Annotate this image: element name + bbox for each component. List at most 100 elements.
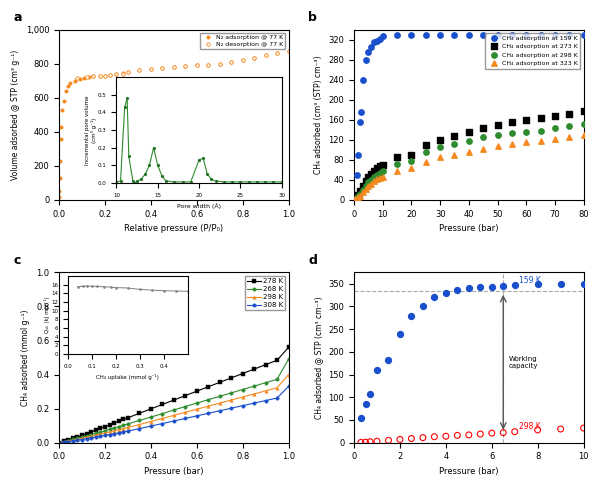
- 278 K: [147, 406, 154, 412]
- 298 K: [92, 432, 100, 438]
- 298 K: [136, 422, 143, 428]
- Y-axis label: CH₄ adsorbed @ STP (cm³ cm⁻³): CH₄ adsorbed @ STP (cm³ cm⁻³): [314, 296, 323, 419]
- X-axis label: Pressure (bar): Pressure (bar): [439, 467, 499, 476]
- CH₄ adsorption at 273 K: [392, 153, 402, 161]
- 268 K: [136, 417, 143, 423]
- 268 K: [124, 421, 131, 427]
- Text: c: c: [13, 254, 20, 267]
- CH₄ adsorption at 298 K: [449, 140, 459, 148]
- Point: [361, 438, 370, 446]
- 298 K: [170, 412, 178, 418]
- CH₄ adsorption at 298 K: [407, 157, 416, 165]
- CH₄ adsorption at 159 K: [361, 56, 370, 64]
- Point: [499, 282, 508, 290]
- N₂ adsorption @ 77 K: [76, 76, 83, 82]
- 308 K: [136, 426, 143, 431]
- 268 K: [115, 424, 122, 430]
- CH₄ adsorption at 298 K: [353, 192, 363, 200]
- CH₄ adsorption at 323 K: [364, 182, 373, 190]
- Text: 159 K: 159 K: [520, 276, 541, 285]
- 268 K: [216, 393, 223, 399]
- Point: [356, 414, 366, 422]
- 278 K: [251, 366, 258, 372]
- 278 K: [182, 393, 189, 398]
- 278 K: [101, 424, 109, 430]
- Legend: CH₄ adsorption at 159 K, CH₄ adsorption at 273 K, CH₄ adsorption at 298 K, CH₄ a: CH₄ adsorption at 159 K, CH₄ adsorption …: [485, 33, 580, 69]
- Point: [372, 366, 382, 374]
- CH₄ adsorption at 323 K: [353, 193, 363, 201]
- 308 K: [115, 430, 122, 436]
- CH₄ adsorption at 273 K: [353, 191, 363, 199]
- N₂ adsorption @ 77 K: [59, 107, 66, 112]
- 268 K: [55, 440, 62, 446]
- CH₄ adsorption at 298 K: [464, 137, 473, 145]
- Text: d: d: [308, 254, 317, 267]
- 308 K: [285, 384, 292, 390]
- CH₄ adsorption at 273 K: [361, 177, 370, 185]
- CH₄ adsorption at 159 K: [370, 38, 379, 46]
- 298 K: [159, 415, 166, 421]
- 278 K: [262, 362, 269, 368]
- N₂ desorption @ 77 K: [124, 69, 131, 75]
- 278 K: [274, 357, 281, 363]
- 268 K: [79, 434, 86, 440]
- 298 K: [182, 410, 189, 415]
- N₂ desorption @ 77 K: [83, 75, 90, 80]
- CH₄ adsorption at 159 K: [353, 151, 363, 159]
- CH₄ adsorption at 323 K: [536, 137, 545, 145]
- Point: [556, 280, 565, 288]
- 268 K: [227, 390, 235, 396]
- 278 K: [55, 440, 62, 446]
- CH₄ adsorption at 159 K: [352, 171, 362, 179]
- Point: [395, 330, 405, 337]
- 308 K: [110, 431, 118, 437]
- N₂ adsorption @ 77 K: [216, 61, 223, 67]
- 308 K: [60, 439, 67, 445]
- CH₄ adsorption at 323 K: [378, 173, 388, 181]
- CH₄ adsorption at 298 K: [370, 173, 379, 181]
- N₂ desorption @ 77 K: [251, 55, 258, 61]
- 298 K: [60, 439, 67, 445]
- 278 K: [88, 429, 95, 435]
- Point: [475, 283, 485, 291]
- Point: [418, 301, 428, 309]
- 278 K: [92, 427, 100, 433]
- CH₄ adsorption at 323 K: [350, 195, 360, 203]
- Legend: 278 K, 268 K, 298 K, 308 K: 278 K, 268 K, 298 K, 308 K: [245, 276, 285, 310]
- CH₄ adsorption at 323 K: [358, 188, 367, 196]
- 278 K: [227, 375, 235, 381]
- CH₄ adsorption at 273 K: [565, 110, 574, 118]
- 308 K: [251, 400, 258, 406]
- 308 K: [106, 431, 113, 437]
- Point: [365, 438, 375, 446]
- Point: [510, 281, 520, 289]
- CH₄ adsorption at 323 K: [392, 167, 402, 175]
- X-axis label: Relative pressure (P/P₀): Relative pressure (P/P₀): [124, 224, 223, 233]
- 268 K: [285, 356, 292, 362]
- 308 K: [79, 437, 86, 443]
- CH₄ adsorption at 323 K: [449, 151, 459, 159]
- Y-axis label: CH₄ adsorbed (cm³ (STP) cm⁻³): CH₄ adsorbed (cm³ (STP) cm⁻³): [314, 56, 323, 174]
- 308 K: [170, 418, 178, 424]
- 278 K: [170, 397, 178, 403]
- 268 K: [106, 427, 113, 432]
- 308 K: [182, 415, 189, 421]
- N₂ adsorption @ 77 K: [227, 59, 235, 65]
- CH₄ adsorption at 273 K: [421, 141, 431, 149]
- 268 K: [262, 380, 269, 386]
- 268 K: [274, 376, 281, 382]
- Point: [361, 400, 370, 408]
- N₂ desorption @ 77 K: [262, 52, 269, 58]
- Point: [418, 434, 428, 442]
- CH₄ adsorption at 323 K: [550, 135, 560, 143]
- 298 K: [227, 397, 235, 403]
- N₂ adsorption @ 77 K: [55, 194, 62, 200]
- Point: [510, 428, 520, 435]
- 278 K: [193, 388, 200, 394]
- CH₄ adsorption at 273 K: [407, 151, 416, 159]
- CH₄ adsorption at 323 K: [478, 145, 488, 152]
- CH₄ adsorption at 159 K: [350, 195, 360, 203]
- CH₄ adsorption at 273 K: [350, 195, 360, 203]
- 268 K: [239, 387, 246, 393]
- CH₄ adsorption at 298 K: [375, 169, 385, 177]
